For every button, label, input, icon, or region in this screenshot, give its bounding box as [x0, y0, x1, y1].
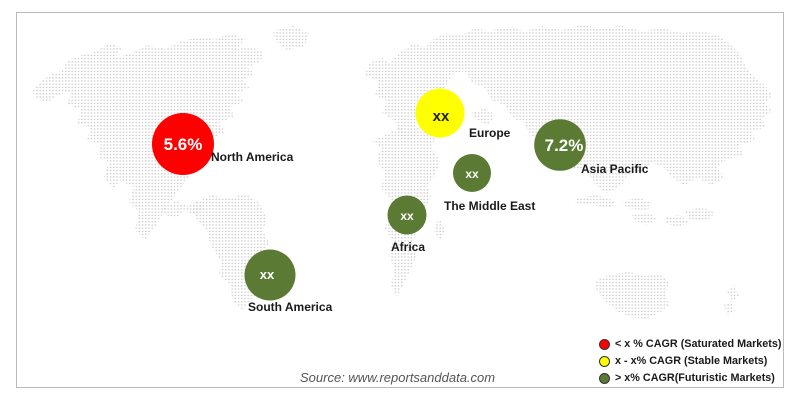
svg-text:Asia Pacific: Asia Pacific: [581, 162, 649, 176]
svg-text:South America: South America: [248, 300, 333, 314]
svg-text:xx: xx: [260, 267, 275, 282]
svg-text:xx: xx: [433, 108, 450, 125]
svg-text:7.2%: 7.2%: [545, 136, 584, 155]
svg-text:Europe: Europe: [469, 126, 511, 140]
svg-text:North America: North America: [211, 150, 294, 164]
svg-text:xx: xx: [465, 167, 479, 181]
svg-text:5.6%: 5.6%: [164, 135, 203, 154]
svg-text:Africa: Africa: [391, 240, 425, 254]
svg-text:xx: xx: [400, 209, 414, 223]
svg-text:The Middle East: The Middle East: [444, 199, 535, 213]
